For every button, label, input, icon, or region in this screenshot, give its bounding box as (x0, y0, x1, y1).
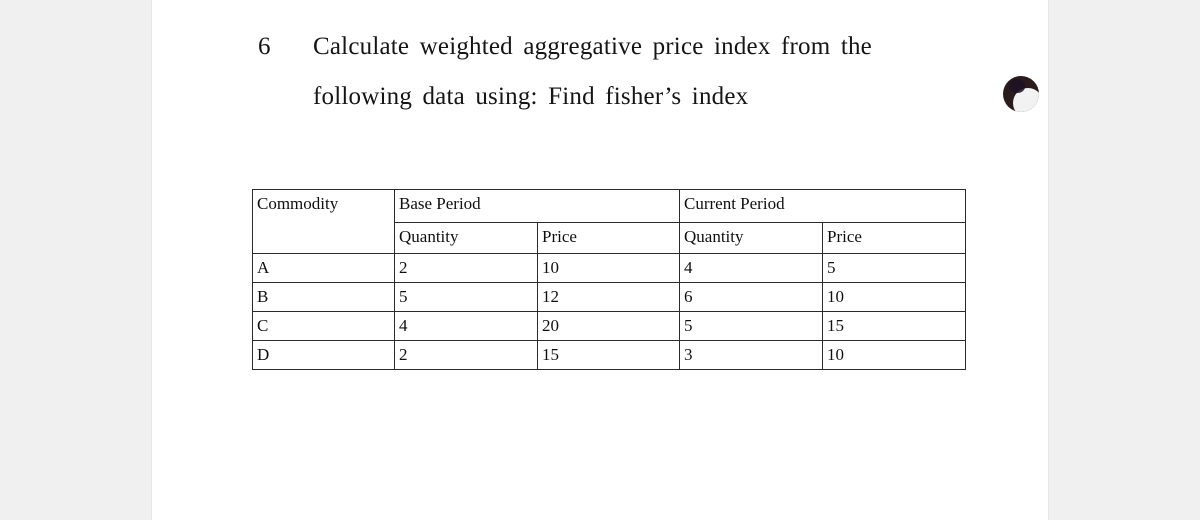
cell-base-price: 15 (537, 340, 680, 370)
header-base-price: Price (537, 222, 680, 254)
cell-current-quantity: 5 (679, 311, 823, 341)
header-base-quantity: Quantity (394, 222, 538, 254)
question-number: 6 (258, 33, 271, 60)
table-header-row-top: Commodity Base Period Current Period (252, 189, 967, 254)
data-table-container: Commodity Base Period Current Period Qua… (252, 189, 967, 370)
cell-commodity: C (252, 311, 395, 341)
question-text-line-1: Calculate weighted aggregative price ind… (313, 33, 872, 60)
header-current-quantity: Quantity (679, 222, 823, 254)
question-text-line-2: following data using: Find fisher’s inde… (313, 83, 749, 110)
header-commodity: Commodity (252, 189, 395, 254)
cell-base-quantity: 2 (394, 340, 538, 370)
header-current-price: Price (821, 222, 967, 254)
question-line-2: following data using: Find fisher’s inde… (258, 72, 998, 122)
cell-current-price: 5 (821, 253, 967, 283)
cell-base-price: 10 (537, 253, 680, 283)
cell-current-quantity: 3 (679, 340, 823, 370)
question-line-1: 6 Calculate weighted aggregative price in… (258, 22, 998, 72)
cell-base-quantity: 5 (394, 282, 538, 312)
cell-current-quantity: 4 (679, 253, 823, 283)
avatar-thumbnail-icon (1003, 76, 1039, 112)
commodity-price-table: Commodity Base Period Current Period Qua… (252, 189, 967, 370)
header-current-period: Current Period (678, 189, 967, 223)
cell-base-quantity: 2 (394, 253, 538, 283)
document-page: 6 Calculate weighted aggregative price in… (152, 0, 1048, 520)
cell-commodity: B (252, 282, 395, 312)
question-block: 6 Calculate weighted aggregative price in… (258, 22, 998, 122)
cell-commodity: A (252, 253, 395, 283)
table-row: C 4 20 5 15 (252, 311, 967, 341)
cell-current-price: 15 (821, 311, 967, 341)
avatar-shade-shape (1009, 79, 1025, 93)
cell-base-price: 12 (537, 282, 680, 312)
cell-current-quantity: 6 (679, 282, 823, 312)
cell-base-quantity: 4 (394, 311, 538, 341)
cell-current-price: 10 (821, 340, 967, 370)
table-header-row-sub: Quantity Price Quantity Price (253, 222, 967, 254)
table-row: B 5 12 6 10 (252, 282, 967, 312)
cell-current-price: 10 (821, 282, 967, 312)
cell-commodity: D (252, 340, 395, 370)
table-row: A 2 10 4 5 (252, 253, 967, 283)
header-base-period: Base Period (394, 189, 680, 223)
cell-base-price: 20 (537, 311, 680, 341)
table-row: D 2 15 3 10 (252, 340, 967, 370)
